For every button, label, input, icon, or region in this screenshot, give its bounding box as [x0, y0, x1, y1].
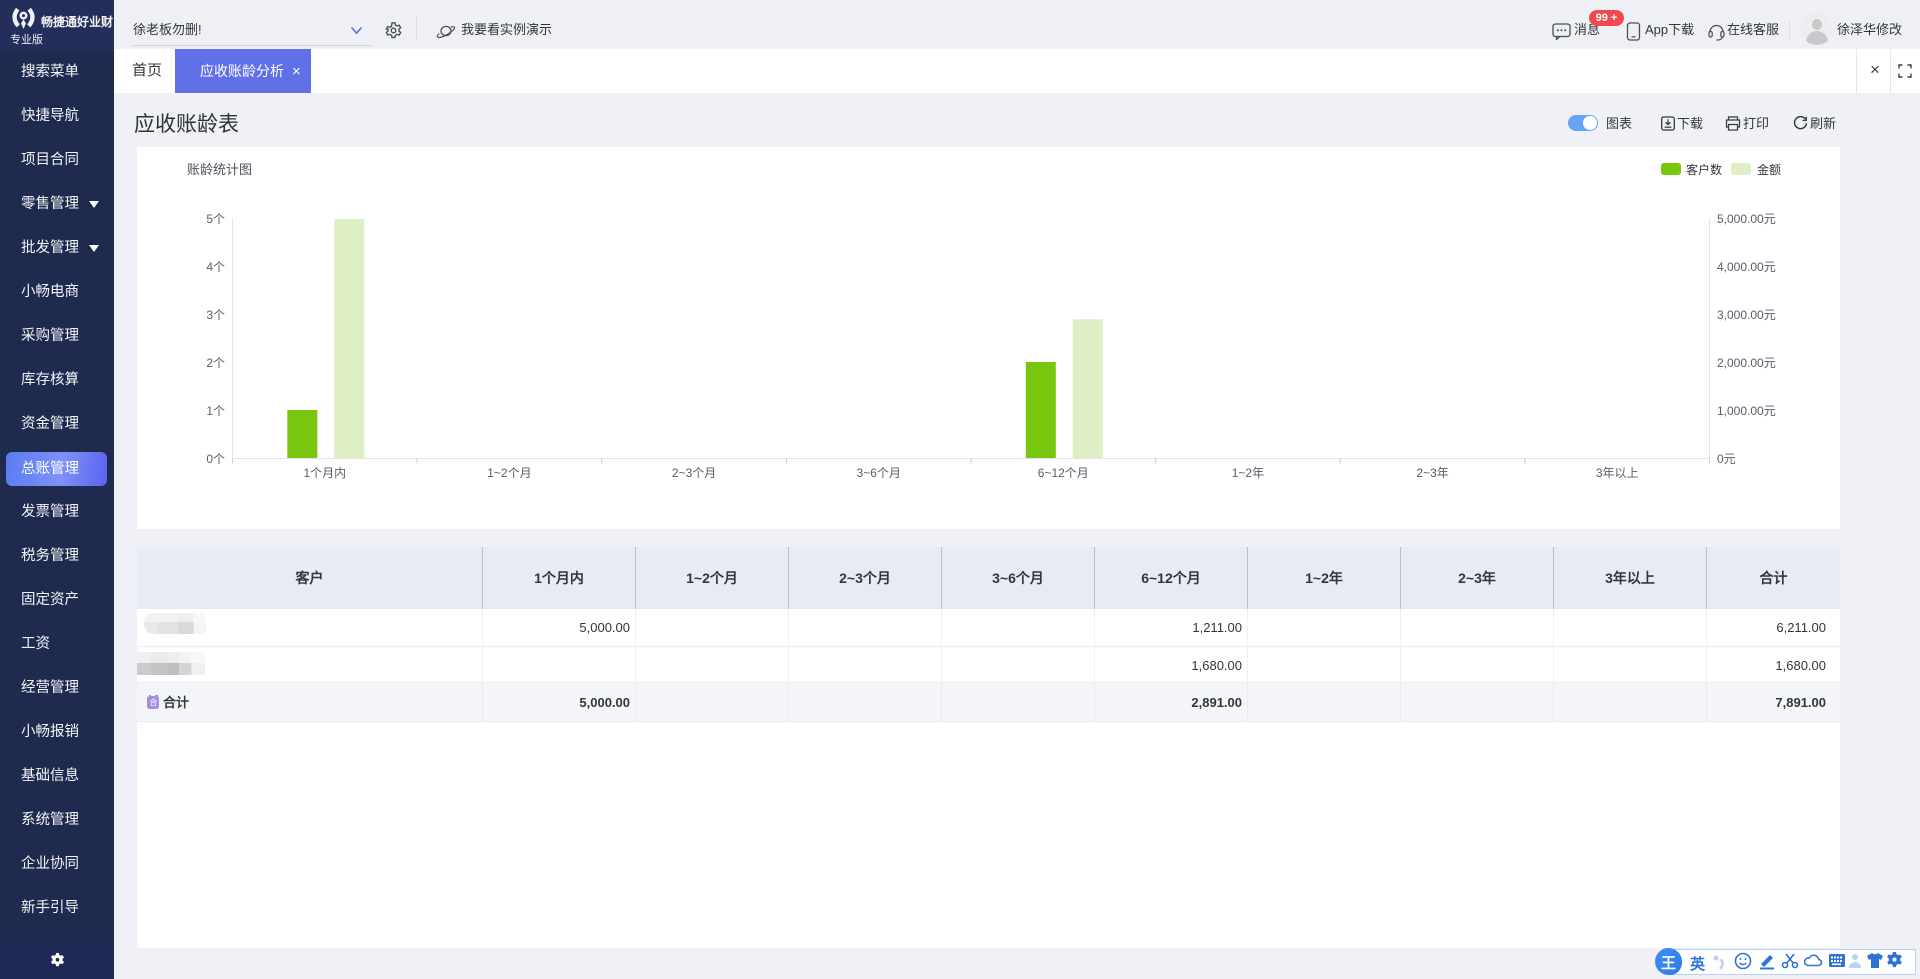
svg-text:1个月内: 1个月内 — [303, 466, 346, 480]
svg-text:1个: 1个 — [206, 404, 225, 418]
svg-text:4个: 4个 — [206, 260, 225, 274]
svg-text:1,000.00元: 1,000.00元 — [1717, 404, 1776, 418]
svg-text:1~2年: 1~2年 — [1232, 466, 1264, 480]
svg-text:3~6个月: 3~6个月 — [857, 466, 901, 480]
svg-text:3个: 3个 — [206, 308, 225, 322]
svg-text:2~3年: 2~3年 — [1416, 466, 1448, 480]
svg-text:1~2个月: 1~2个月 — [487, 466, 531, 480]
svg-text:2,000.00元: 2,000.00元 — [1717, 356, 1776, 370]
svg-text:2~3个月: 2~3个月 — [672, 466, 716, 480]
svg-text:5个: 5个 — [206, 212, 225, 226]
svg-text:3,000.00元: 3,000.00元 — [1717, 308, 1776, 322]
svg-text:6~12个月: 6~12个月 — [1038, 466, 1089, 480]
svg-text:2个: 2个 — [206, 356, 225, 370]
svg-text:5,000.00元: 5,000.00元 — [1717, 212, 1776, 226]
svg-text:4,000.00元: 4,000.00元 — [1717, 260, 1776, 274]
svg-text:0元: 0元 — [1717, 452, 1736, 466]
svg-text:3年以上: 3年以上 — [1596, 466, 1639, 480]
svg-text:0个: 0个 — [206, 452, 225, 466]
